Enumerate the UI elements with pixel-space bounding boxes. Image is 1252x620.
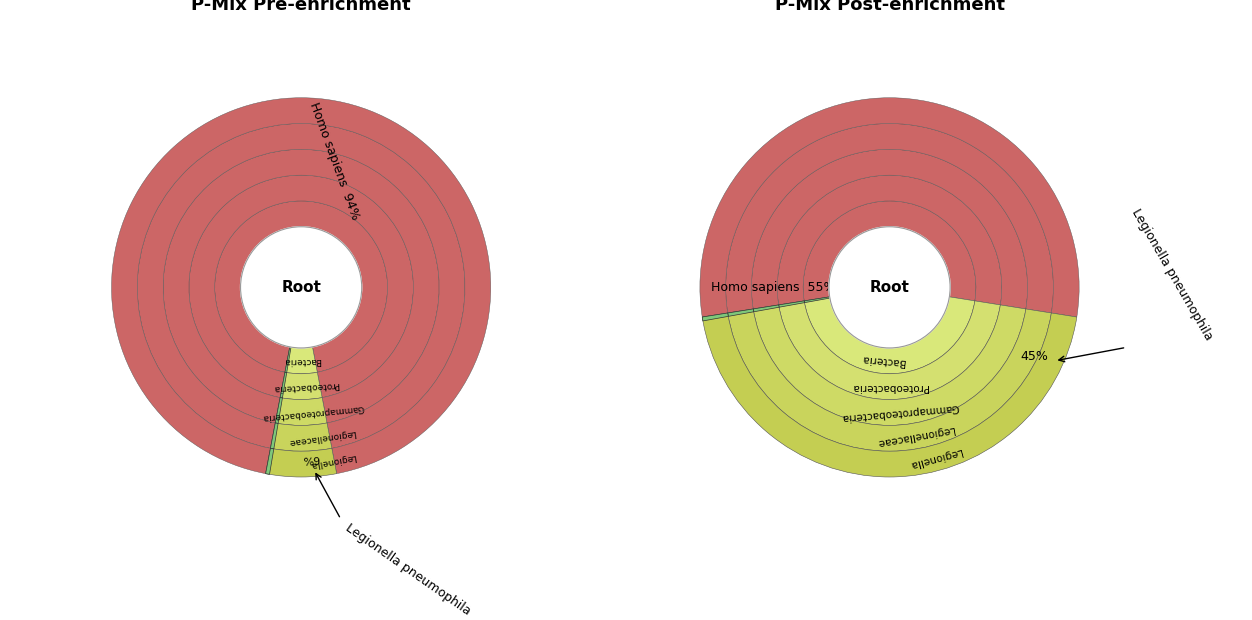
Text: 45%: 45% — [1020, 350, 1048, 363]
Wedge shape — [285, 347, 290, 373]
Text: Legionella: Legionella — [309, 453, 357, 470]
Wedge shape — [754, 305, 779, 312]
Text: Gammaproteobacteria: Gammaproteobacteria — [841, 402, 960, 422]
Wedge shape — [726, 123, 1053, 313]
Wedge shape — [779, 301, 805, 308]
Wedge shape — [280, 372, 322, 399]
Text: Legionellaceae: Legionellaceae — [876, 424, 955, 448]
Wedge shape — [163, 149, 439, 423]
Wedge shape — [751, 149, 1028, 309]
Text: Proteobacteria: Proteobacteria — [851, 382, 928, 392]
Wedge shape — [265, 448, 274, 474]
Wedge shape — [111, 98, 491, 474]
Wedge shape — [702, 313, 729, 321]
Circle shape — [240, 227, 362, 348]
Wedge shape — [270, 423, 332, 451]
Text: Legionella pneumophila: Legionella pneumophila — [343, 521, 473, 618]
Wedge shape — [804, 297, 830, 303]
Text: Homo sapiens  55%: Homo sapiens 55% — [711, 281, 835, 294]
Wedge shape — [270, 423, 278, 449]
Title: P-Mix Post-enrichment: P-Mix Post-enrichment — [775, 0, 1004, 14]
Wedge shape — [779, 301, 1000, 399]
Wedge shape — [275, 397, 327, 425]
Text: Legionellaceae: Legionellaceae — [288, 428, 357, 446]
Wedge shape — [727, 309, 1052, 451]
Text: Homo sapiens  94%: Homo sapiens 94% — [308, 101, 362, 222]
Wedge shape — [275, 397, 283, 423]
Wedge shape — [138, 123, 464, 448]
Title: P-Mix Pre-enrichment: P-Mix Pre-enrichment — [192, 0, 411, 14]
Text: 6%: 6% — [300, 453, 319, 464]
Wedge shape — [727, 309, 754, 316]
Wedge shape — [804, 297, 975, 374]
Text: Legionella: Legionella — [908, 446, 963, 470]
Text: Legionella pneumophila: Legionella pneumophila — [1128, 207, 1214, 343]
Wedge shape — [285, 347, 317, 374]
Wedge shape — [777, 175, 1002, 305]
Wedge shape — [215, 201, 388, 372]
Text: Bacteria: Bacteria — [861, 353, 905, 368]
Circle shape — [829, 227, 950, 348]
Text: Root: Root — [282, 280, 321, 295]
Wedge shape — [265, 448, 337, 477]
Text: Root: Root — [870, 280, 909, 295]
Wedge shape — [702, 313, 1077, 477]
Wedge shape — [700, 98, 1079, 317]
Text: Bacteria: Bacteria — [283, 356, 321, 366]
Text: Proteobacteria: Proteobacteria — [273, 380, 339, 392]
Text: Gammaproteobacteria: Gammaproteobacteria — [262, 402, 364, 421]
Wedge shape — [280, 372, 287, 398]
Wedge shape — [803, 201, 975, 301]
Wedge shape — [754, 305, 1025, 425]
Wedge shape — [189, 175, 413, 397]
